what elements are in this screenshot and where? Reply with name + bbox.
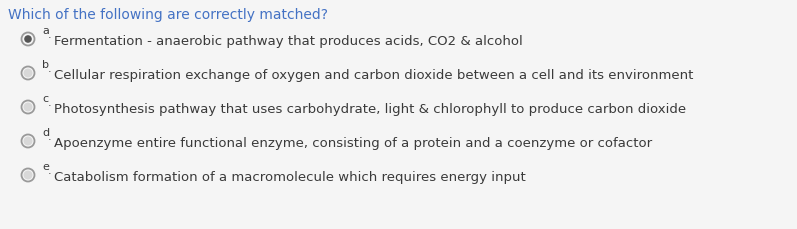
Text: a: a [42, 26, 49, 36]
Text: .: . [48, 64, 52, 74]
Circle shape [22, 169, 34, 182]
Text: Cellular respiration exchange of oxygen and carbon dioxide between a cell and it: Cellular respiration exchange of oxygen … [54, 69, 693, 82]
Text: Apoenzyme entire functional enzyme, consisting of a protein and a coenzyme or co: Apoenzyme entire functional enzyme, cons… [54, 136, 652, 149]
Text: Which of the following are correctly matched?: Which of the following are correctly mat… [8, 8, 328, 22]
Text: .: . [48, 131, 52, 141]
Text: .: . [48, 165, 52, 175]
Circle shape [24, 36, 32, 44]
Circle shape [22, 101, 34, 114]
Circle shape [22, 135, 34, 148]
Text: e: e [42, 161, 49, 171]
Text: c: c [42, 94, 48, 104]
Text: .: . [48, 98, 52, 108]
Circle shape [23, 171, 33, 180]
Text: .: . [48, 30, 52, 40]
Circle shape [23, 137, 33, 146]
Text: d: d [42, 128, 49, 137]
Circle shape [22, 67, 34, 80]
Text: b: b [42, 60, 49, 70]
Circle shape [23, 69, 33, 78]
Text: Catabolism formation of a macromolecule which requires energy input: Catabolism formation of a macromolecule … [54, 170, 526, 183]
Circle shape [22, 33, 34, 46]
Text: Photosynthesis pathway that uses carbohydrate, light & chlorophyll to produce ca: Photosynthesis pathway that uses carbohy… [54, 103, 686, 115]
Circle shape [23, 103, 33, 112]
Text: Fermentation - anaerobic pathway that produces acids, CO2 & alcohol: Fermentation - anaerobic pathway that pr… [54, 35, 523, 48]
